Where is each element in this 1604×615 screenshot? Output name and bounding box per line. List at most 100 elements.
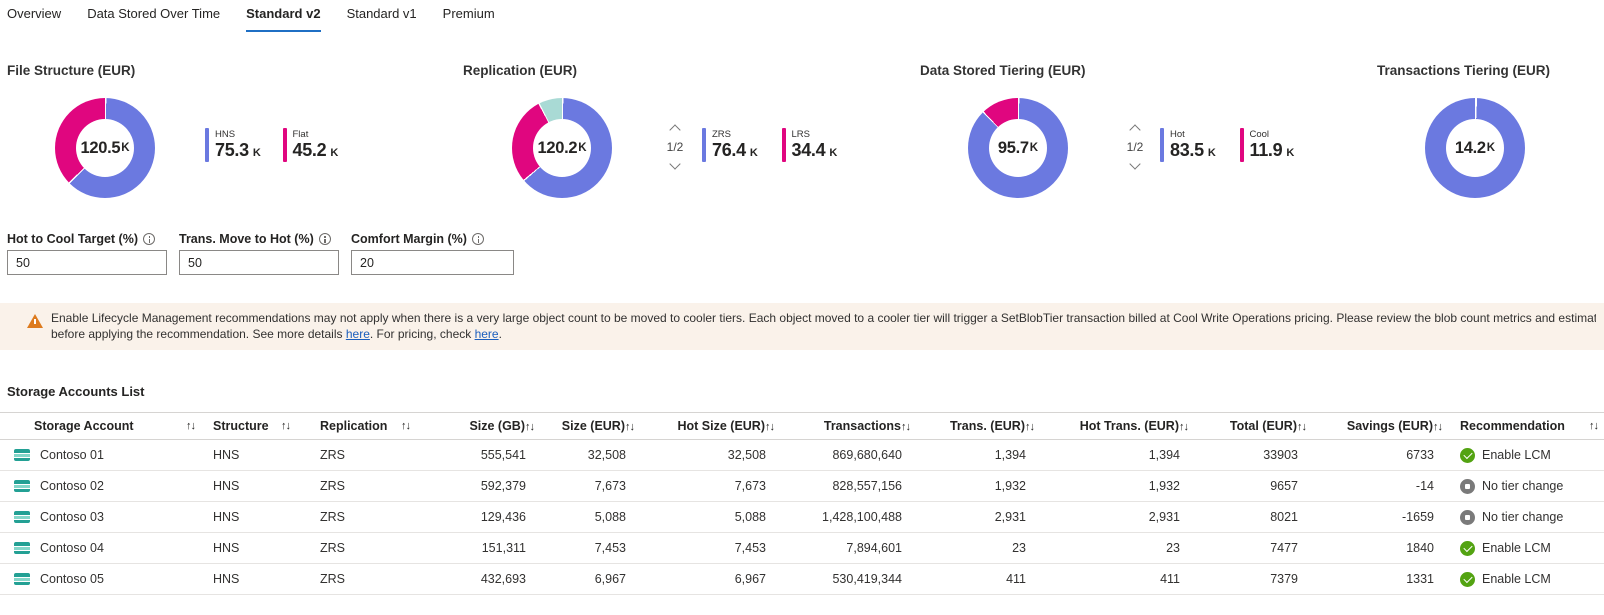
comfort-margin-input[interactable]: [351, 250, 514, 275]
table-row[interactable]: Contoso 05 HNS ZRS 432,693 6,967 6,967 5…: [0, 563, 1604, 595]
col-header-trans-eur[interactable]: Trans. (EUR)↑↓: [916, 412, 1040, 440]
sort-icon[interactable]: ↑↓: [901, 421, 911, 433]
legend-pager: 1/2: [660, 124, 690, 170]
donut-chart-transactions-tiering[interactable]: 14.2 K: [1425, 98, 1525, 198]
info-icon[interactable]: [143, 233, 155, 245]
chevron-down-icon[interactable]: [669, 158, 681, 170]
field-label: Trans. Move to Hot (%): [179, 232, 314, 246]
col-header-transactions[interactable]: Transactions↑↓: [780, 412, 916, 440]
sort-icon[interactable]: ↑↓: [525, 421, 535, 433]
chevron-up-icon[interactable]: [1129, 124, 1141, 136]
cell-transactions: 530,419,344: [780, 563, 916, 595]
col-header-savings-eur[interactable]: Savings (EUR)↑↓: [1312, 412, 1448, 440]
col-header-hot-size-eur[interactable]: Hot Size (EUR)↑↓: [640, 412, 780, 440]
pricing-link[interactable]: here: [474, 326, 499, 341]
hot-to-cool-target-input[interactable]: [7, 250, 167, 275]
cell-transactions: 7,894,601: [780, 532, 916, 564]
sort-icon[interactable]: ↑↓: [401, 420, 411, 432]
donut-chart-file-structure[interactable]: 120.5 K: [55, 98, 155, 198]
chevron-up-icon[interactable]: [669, 124, 681, 136]
donut-chart-replication[interactable]: 120.2 K: [512, 98, 612, 198]
warning-line-2: before applying the recommendation. See …: [51, 326, 502, 341]
cell-size-gb: 129,436: [420, 501, 540, 533]
col-header-replication[interactable]: Replication ↑↓: [300, 412, 420, 440]
cell-structure: HNS: [205, 532, 300, 564]
sort-icon[interactable]: ↑↓: [1433, 421, 1443, 433]
trans-move-to-hot-input[interactable]: [179, 250, 339, 275]
col-header-recommendation[interactable]: Recommendation ↑↓: [1448, 412, 1604, 440]
sort-icon[interactable]: ↑↓: [186, 420, 196, 432]
tab-premium[interactable]: Premium: [442, 6, 495, 21]
table-row[interactable]: Contoso 04 HNS ZRS 151,311 7,453 7,453 7…: [0, 532, 1604, 564]
sort-icon[interactable]: ↑↓: [1025, 421, 1035, 433]
donut-center-label: 120.5 K: [76, 119, 134, 177]
recommendation-label: Enable LCM: [1482, 541, 1551, 555]
chart-title-data-stored-tiering: Data Stored Tiering (EUR): [920, 63, 1086, 78]
cell-transactions: 869,680,640: [780, 439, 916, 471]
sort-icon[interactable]: ↑↓: [1589, 420, 1599, 432]
donut-center-suffix: K: [578, 142, 587, 154]
cell-trans-eur: 1,932: [916, 470, 1040, 502]
legend-pager: 1/2: [1120, 124, 1150, 170]
storage-account-icon: [14, 511, 30, 523]
cell-total-eur: 7379: [1194, 563, 1312, 595]
donut-center-value: 14.2: [1454, 138, 1486, 157]
donut-center-suffix: K: [1029, 142, 1039, 154]
sort-icon[interactable]: ↑↓: [281, 420, 291, 432]
donut-center-value: 120.2: [537, 138, 578, 157]
cell-hot-size-eur: 7,453: [640, 532, 780, 564]
tab-overview[interactable]: Overview: [7, 6, 62, 21]
info-icon[interactable]: [318, 233, 331, 245]
cell-savings-eur: 1840: [1312, 532, 1448, 564]
cell-size-eur: 5,088: [540, 501, 640, 533]
cell-structure: HNS: [205, 439, 300, 471]
table-row[interactable]: Contoso 01 HNS ZRS 555,541 32,508 32,508…: [0, 439, 1604, 471]
table-row[interactable]: Contoso 02 HNS ZRS 592,379 7,673 7,673 8…: [0, 470, 1604, 502]
tab-standard-v2[interactable]: Standard v2: [246, 6, 321, 32]
sort-icon[interactable]: ↑↓: [625, 421, 635, 433]
cell-trans-eur: 23: [916, 532, 1040, 564]
table-row[interactable]: Contoso 03 HNS ZRS 129,436 5,088 5,088 1…: [0, 501, 1604, 533]
col-header-total-eur[interactable]: Total (EUR)↑↓: [1194, 412, 1312, 440]
donut-center-value: 95.7: [997, 138, 1029, 157]
legend-replication: ZRS 76.4 K LRS 34.4 K: [702, 128, 837, 163]
col-header-storage-account[interactable]: Storage Account ↑↓: [0, 412, 205, 440]
recommendation-status-icon: [1460, 509, 1475, 525]
storage-account-icon: [14, 449, 30, 461]
donut-center-label: 14.2 K: [1446, 119, 1504, 177]
legend-label: HNS: [215, 129, 236, 140]
cell-hot-trans-eur: 23: [1040, 532, 1194, 564]
field-hot-to-cool-target: Hot to Cool Target (%): [7, 232, 167, 275]
cell-trans-eur: 2,931: [916, 501, 1040, 533]
tab-data-stored-over-time[interactable]: Data Stored Over Time: [87, 6, 221, 21]
recommendation-label: Enable LCM: [1482, 448, 1551, 462]
tab-standard-v1[interactable]: Standard v1: [346, 6, 417, 21]
table-title: Storage Accounts List: [7, 384, 145, 399]
cell-hot-trans-eur: 1,394: [1040, 439, 1194, 471]
cell-savings-eur: 6733: [1312, 439, 1448, 471]
recommendation-status-icon: [1460, 478, 1475, 494]
cell-recommendation: Enable LCM: [1448, 563, 1604, 595]
details-link[interactable]: here: [345, 326, 370, 341]
col-header-hot-trans-eur[interactable]: Hot Trans. (EUR)↑↓: [1040, 412, 1194, 440]
storage-account-name: Contoso 04: [40, 541, 104, 555]
info-icon[interactable]: [471, 233, 484, 245]
warning-text: Enable Lifecycle Management recommendati…: [51, 311, 1596, 350]
cell-recommendation: Enable LCM: [1448, 439, 1604, 471]
col-header-size-gb[interactable]: Size (GB)↑↓: [420, 412, 540, 440]
col-header-structure[interactable]: Structure ↑↓: [205, 412, 300, 440]
cell-size-eur: 7,453: [540, 532, 640, 564]
sort-icon[interactable]: ↑↓: [1179, 421, 1189, 433]
legend-swatch: [781, 128, 786, 162]
sort-icon[interactable]: ↑↓: [765, 421, 775, 433]
cell-size-gb: 555,541: [420, 439, 540, 471]
col-header-size-eur[interactable]: Size (EUR)↑↓: [540, 412, 640, 440]
recommendation-status-icon: [1460, 447, 1475, 463]
chevron-down-icon[interactable]: [1129, 158, 1141, 170]
sort-icon[interactable]: ↑↓: [1297, 421, 1307, 433]
cell-trans-eur: 411: [916, 563, 1040, 595]
chart-title-replication: Replication (EUR): [463, 63, 578, 78]
legend-item-flat: Flat 45.2 K: [282, 128, 338, 163]
legend-label: Flat: [292, 129, 309, 140]
donut-chart-data-stored-tiering[interactable]: 95.7 K: [968, 98, 1068, 198]
